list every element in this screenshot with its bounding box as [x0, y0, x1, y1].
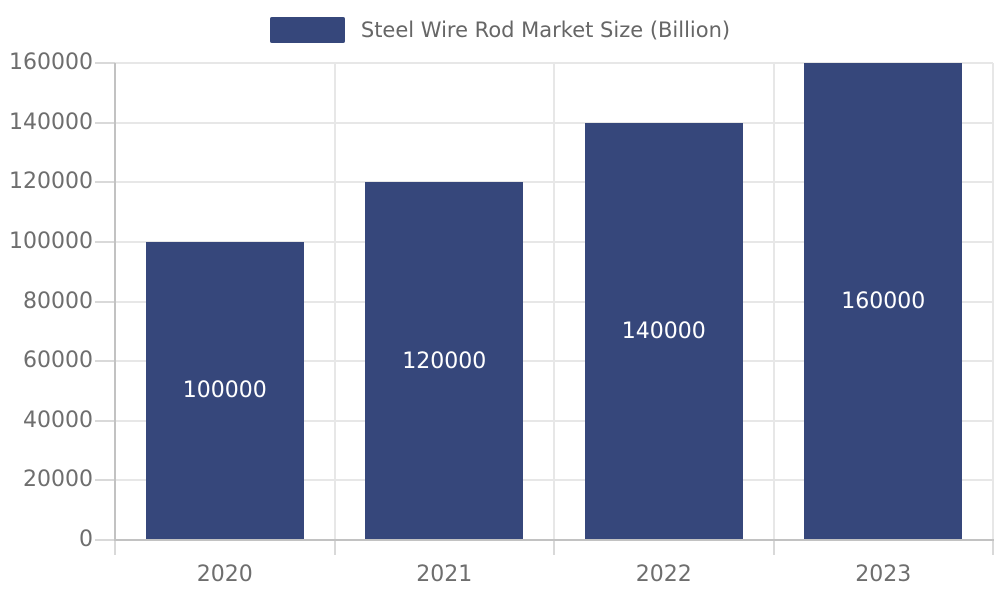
y-axis-label: 20000 [23, 467, 93, 493]
x-axis-label: 2020 [196, 562, 253, 587]
x-gridline [772, 63, 775, 540]
legend-item[interactable]: Steel Wire Rod Market Size (Billion) [269, 17, 731, 43]
y-axis-label: 80000 [23, 288, 93, 314]
legend-label: Steel Wire Rod Market Size (Billion) [360, 18, 731, 42]
x-axis-label: 2022 [635, 562, 692, 587]
y-axis-tick [95, 240, 115, 243]
y-axis-label: 160000 [9, 50, 93, 75]
x-axis-tick [333, 540, 336, 555]
x-axis-tick [114, 540, 116, 555]
chart-legend: Steel Wire Rod Market Size (Billion) [0, 17, 1000, 43]
bar-value-label: 120000 [402, 348, 487, 374]
y-axis-tick [95, 121, 115, 124]
y-axis-label: 100000 [9, 228, 93, 254]
x-gridline [333, 63, 336, 540]
x-axis-tick [553, 540, 555, 555]
y-axis-tick [95, 62, 115, 64]
legend-swatch [269, 17, 345, 43]
bar[interactable]: 120000 [365, 182, 524, 540]
y-axis-tick [95, 360, 115, 363]
x-gridline [992, 63, 994, 540]
bar[interactable]: 160000 [804, 63, 963, 540]
x-axis-tick [772, 540, 775, 555]
plot-area: 100000 120000 140000 160000 [115, 62, 994, 540]
y-axis-label: 0 [79, 527, 93, 552]
y-axis-label: 40000 [23, 407, 93, 433]
bar[interactable]: 140000 [584, 122, 743, 540]
y-axis-label: 120000 [9, 169, 93, 195]
bar-value-label: 140000 [621, 318, 706, 344]
y-axis-tick [95, 539, 115, 541]
x-axis-line [114, 539, 994, 541]
x-axis-tick [992, 540, 994, 555]
y-axis-label: 140000 [9, 109, 93, 135]
bar[interactable]: 100000 [145, 241, 304, 540]
x-axis-label: 2023 [855, 562, 912, 587]
y-axis-tick [95, 300, 115, 303]
y-axis-tick [95, 419, 115, 422]
x-gridline [553, 63, 555, 540]
bar-value-label: 160000 [841, 289, 926, 314]
y-axis-tick [95, 479, 115, 482]
y-axis-label: 60000 [23, 348, 93, 374]
y-axis-line [114, 63, 116, 540]
bar-value-label: 100000 [182, 378, 267, 404]
x-axis-label: 2021 [416, 562, 473, 587]
y-axis-tick [95, 181, 115, 184]
